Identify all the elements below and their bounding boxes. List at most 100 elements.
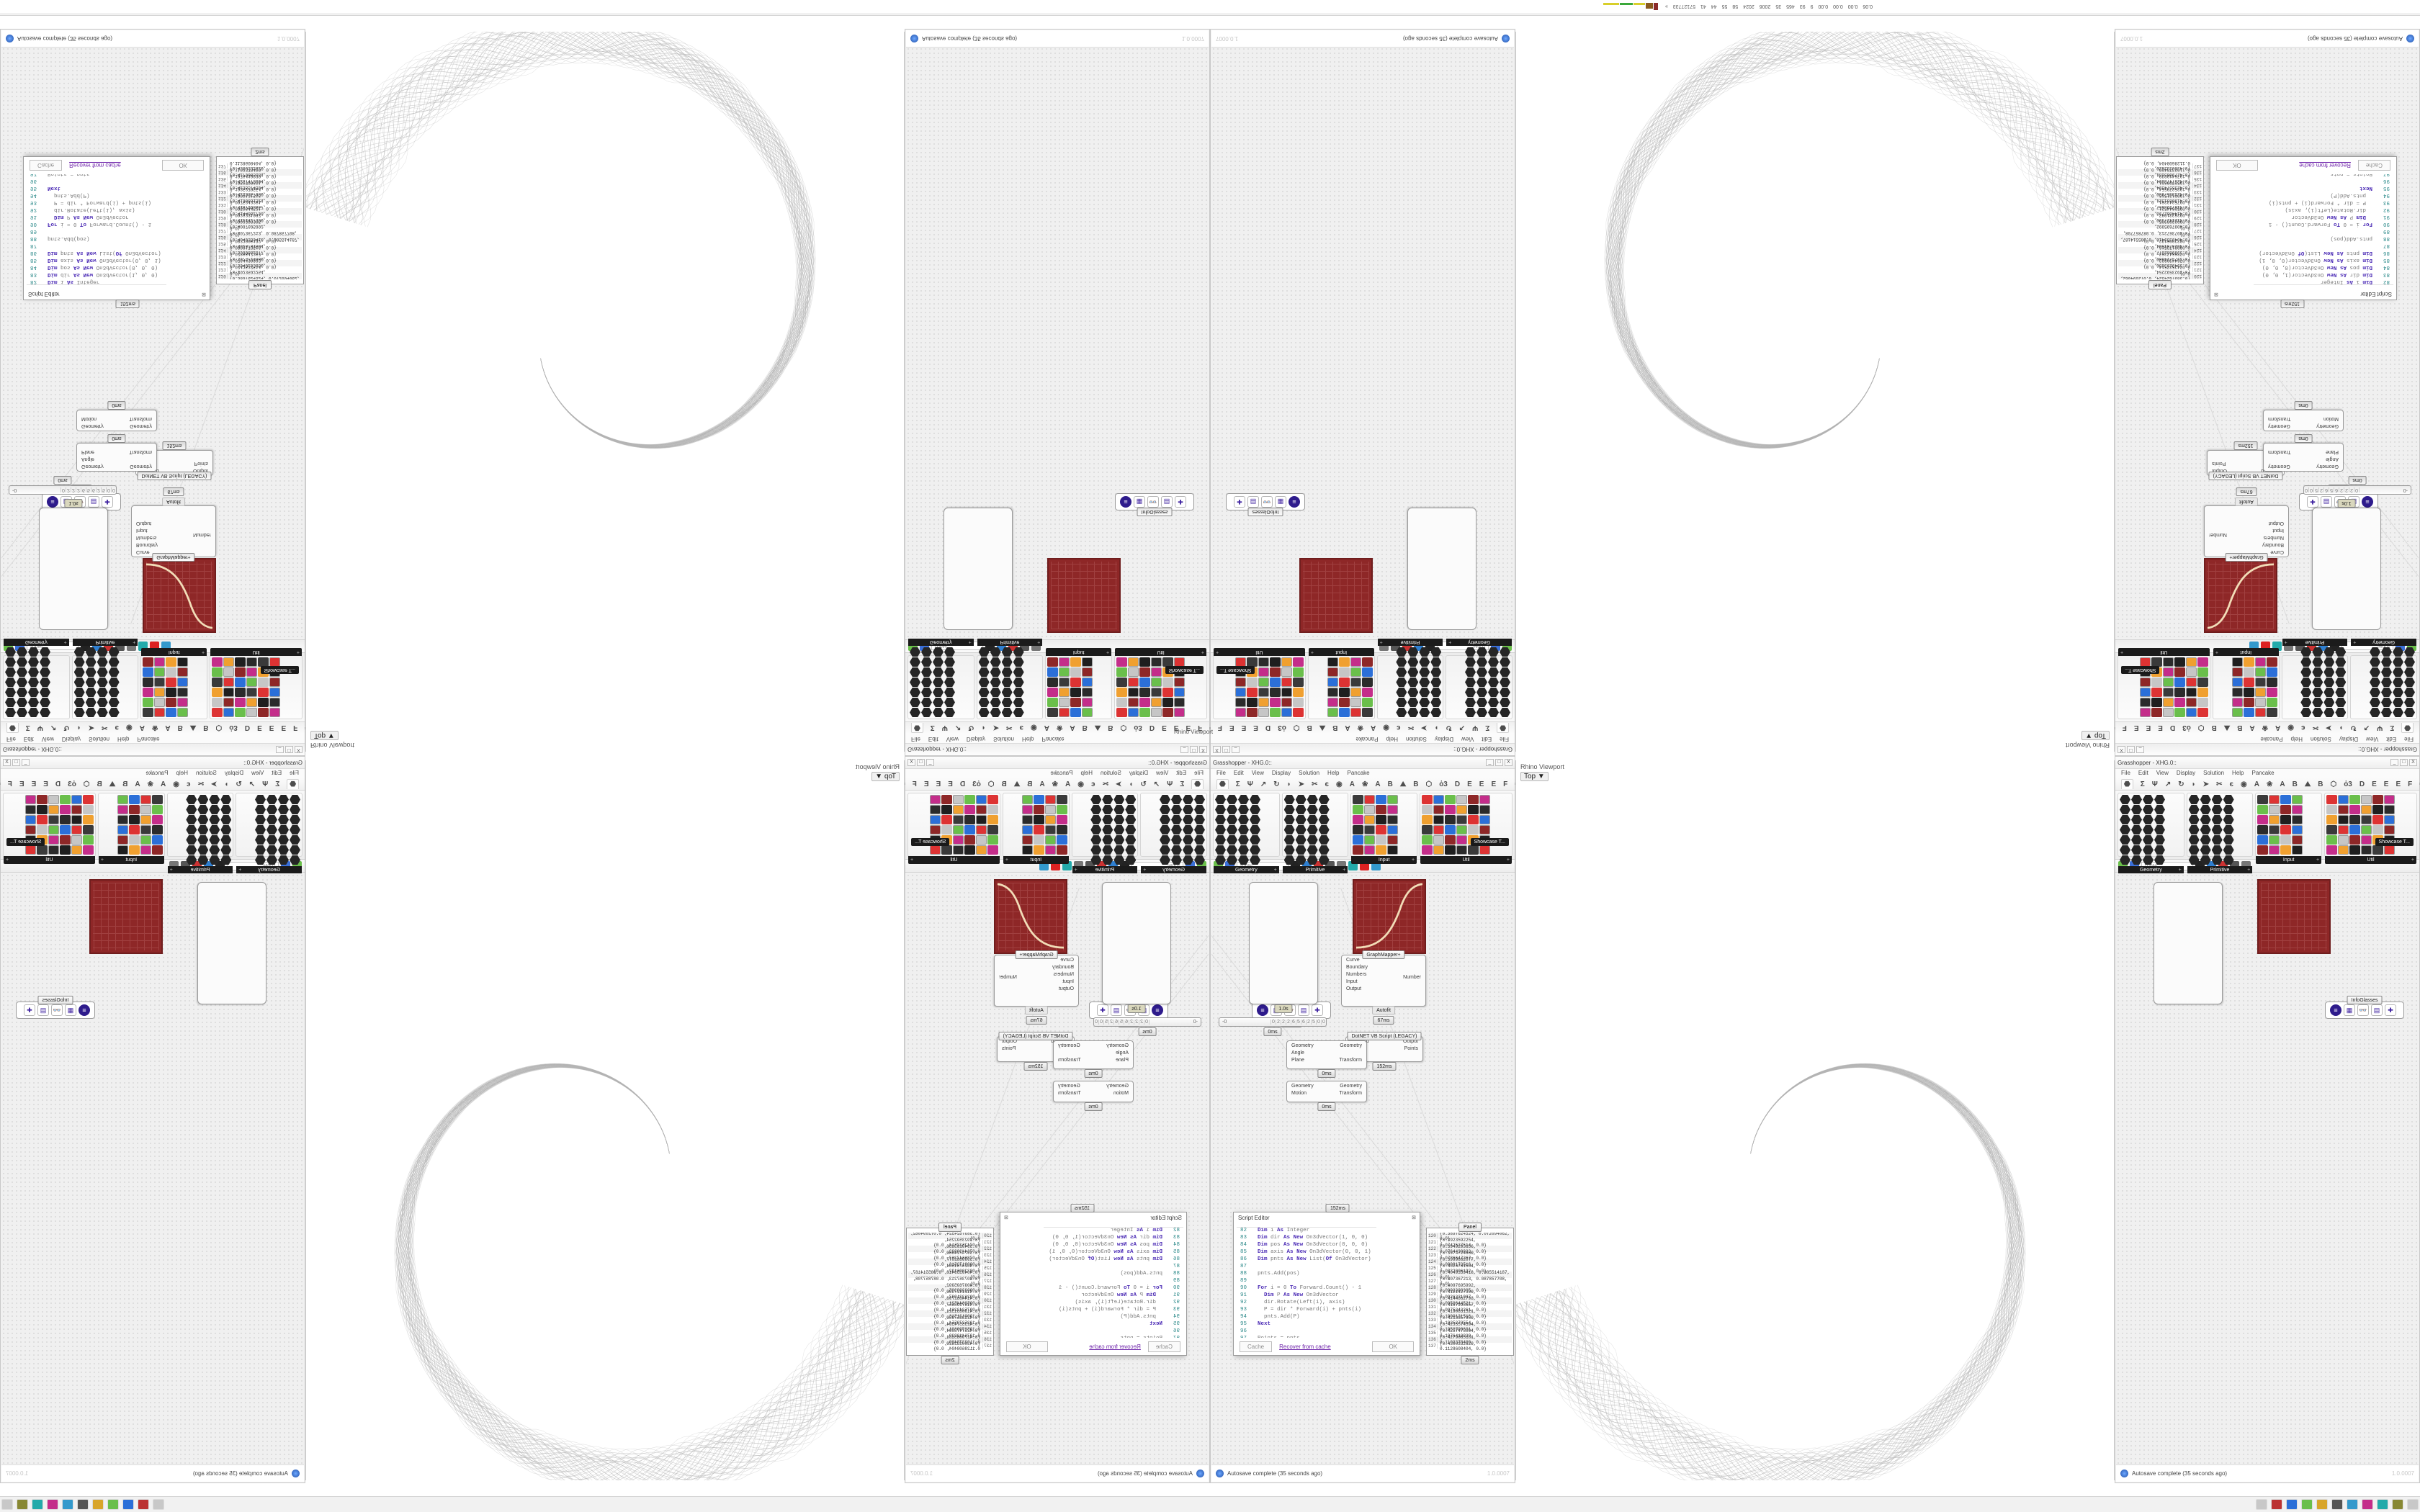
ribbon-tab-16[interactable]: ⬡ [83, 780, 90, 788]
component-icon-util-1-0[interactable] [223, 708, 235, 717]
ribbon-tab-7[interactable]: ✂ [197, 780, 204, 788]
component-icon-geometry-2-2[interactable] [2143, 815, 2154, 824]
component-icon-primitive-0-4[interactable] [220, 835, 231, 845]
component-icon-util-2-3[interactable] [1269, 678, 1281, 687]
component-icon-input-3-1[interactable] [1082, 698, 1093, 707]
component-icon-geometry-2-3[interactable] [266, 825, 277, 834]
component-icon-geometry-3-1[interactable] [2154, 805, 2165, 814]
component-icon-primitive-3-3[interactable] [1318, 825, 1330, 834]
params-icon-r[interactable]: ≡ [2330, 1004, 2341, 1016]
component-icon-util-3-4[interactable] [2162, 667, 2174, 677]
ribbon-tab-5[interactable]: ◗ [1129, 780, 1134, 788]
component-icon-util-2-5[interactable] [235, 657, 246, 667]
component-icon-primitive-1-0[interactable] [1295, 795, 1307, 804]
ribbon-tab-1[interactable]: Σ [1180, 780, 1185, 788]
input-plane[interactable]: Plane [1116, 1058, 1129, 1063]
slider-digit-1[interactable]: 2 [2349, 487, 2354, 492]
component-icon-primitive-0-4[interactable] [2335, 667, 2346, 677]
component-icon-geometry-3-3[interactable] [255, 825, 266, 834]
component-icon-primitive-2-5[interactable] [97, 657, 108, 667]
slider-digit-8[interactable]: 5 [2314, 487, 2319, 492]
component-icon-util-1-2[interactable] [1433, 815, 1445, 824]
component-icon-geometry-0-6[interactable] [910, 647, 920, 657]
component-icon-input-3-5[interactable] [1021, 845, 1033, 855]
grid-icon-r[interactable]: ▦ [2344, 1004, 2355, 1016]
ribbon-tab-4[interactable]: ↻ [1446, 724, 1452, 732]
component-icon-primitive-0-1[interactable] [74, 698, 85, 707]
grid-icon-r[interactable]: ▦ [65, 1004, 76, 1016]
component-icon-primitive-1-4[interactable] [86, 667, 97, 677]
component-icon-geometry-3-0[interactable] [2154, 795, 2165, 804]
ribbon-panel-input[interactable]: Input [2255, 793, 2323, 864]
component-icon-util-0-5[interactable] [1116, 657, 1128, 667]
component-icon-geometry-1-1[interactable] [1227, 805, 1237, 814]
component-icon-geometry-0-2[interactable] [1194, 815, 1205, 824]
component-icon-util-2-4[interactable] [2174, 667, 2185, 677]
taskbar-item-1[interactable] [2270, 1499, 2282, 1510]
glasses-icon-r[interactable]: 👓 [2357, 1004, 2369, 1016]
ribbon-tab-11[interactable]: ❀ [2262, 724, 2269, 732]
ribbon-tab-8[interactable]: є [2229, 780, 2233, 788]
component-icon-geometry-1-1[interactable] [1183, 805, 1193, 814]
component-icon-input-0-5[interactable] [143, 657, 154, 667]
component-icon-geometry-0-1[interactable] [2120, 805, 2130, 814]
component-icon-geometry-0-3[interactable] [1500, 678, 1510, 687]
component-icon-util-3-0[interactable] [2162, 708, 2174, 717]
line-text[interactable]: Dim i As Integer [1258, 1228, 1310, 1233]
component-icon-util-3-4[interactable] [1456, 835, 1468, 845]
component-icon-util-0-5[interactable] [1422, 845, 1433, 855]
minimize-button-right[interactable]: _ [22, 759, 30, 766]
component-icon-primitive-0-4[interactable] [74, 667, 85, 677]
vb-script-outputs[interactable]: Output Points [1002, 1039, 1017, 1051]
component-icon-geometry-2-2[interactable] [1476, 688, 1487, 697]
taskbar-item-5[interactable] [2331, 1499, 2343, 1510]
input-geometry[interactable]: Geometry [81, 464, 104, 469]
gh-canvas-right[interactable]: InfoGlasses ≡ ▦ 👓 ▤ ✚ [1211, 48, 1514, 639]
component-icon-input-2-3[interactable] [2280, 825, 2292, 834]
ribbon-panel-primitive[interactable]: Primitive [166, 793, 234, 874]
component-icon-input-1-5[interactable] [154, 657, 166, 667]
ribbon-tab-9[interactable]: ◉ [1383, 724, 1390, 732]
grasshopper-window-left[interactable]: Grasshopper - XHG.0:: _ □ X File Edit Vi… [0, 29, 363, 756]
component-icon-primitive-1-5[interactable] [1419, 657, 1430, 667]
panel-rows[interactable]: 120 {0.3897624524, 0.072094062, 0.0} 121 {0… [218, 158, 302, 279]
component-icon-util-4-1[interactable] [2372, 805, 2384, 814]
slider-digit-10[interactable]: 0 [1094, 1020, 1099, 1025]
ribbon-panels-right[interactable]: GeometryPrimitiveInputUtilShowcase T... [1, 791, 305, 874]
menu-edit[interactable]: Edit [23, 736, 34, 742]
component-icon-primitive-0-6[interactable] [74, 647, 85, 657]
component-icon-util-0-0[interactable] [212, 708, 223, 717]
component-icon-util-0-3[interactable] [1422, 825, 1433, 834]
component-icon-primitive-3-3[interactable] [109, 678, 120, 687]
component-icon-geometry-0-6[interactable] [1194, 855, 1205, 865]
component-icon-geometry-1-4[interactable] [17, 667, 27, 677]
output-geometry[interactable]: Geometry [130, 464, 152, 469]
input-geometry-2[interactable]: Geometry [1291, 1084, 1314, 1089]
component-icon-primitive-3-3[interactable] [186, 825, 197, 834]
ribbon-panel-geometry[interactable]: Geometry [3, 638, 70, 719]
component-icon-util-1-3[interactable] [71, 825, 82, 834]
ribbon-panel-input[interactable]: Input [2212, 648, 2280, 719]
slider-digit-10[interactable]: 0 [1321, 1020, 1326, 1025]
titlebar-right[interactable]: Grasshopper - XHG.0:: _ □ X [1211, 743, 1515, 755]
component-icon-primitive-1-4[interactable] [1113, 835, 1124, 845]
component-icon-geometry-2-6[interactable] [1171, 855, 1182, 865]
ok-button[interactable]: OK [1372, 1341, 1414, 1352]
graph-mapper-component-right[interactable] [89, 879, 163, 954]
component-icon-primitive-2-1[interactable] [2312, 698, 2323, 707]
component-icon-input-2-1[interactable] [1033, 805, 1044, 814]
ribbon-tab-14[interactable]: ⛰ [1013, 780, 1021, 788]
component-icon-geometry-3-6[interactable] [1465, 647, 1476, 657]
component-icon-primitive-3-3[interactable] [1396, 678, 1407, 687]
ribbon-panel-geometry[interactable]: Geometry [2118, 793, 2184, 874]
component-icon-util-2-0[interactable] [2349, 795, 2361, 804]
component-icon-util-3-3[interactable] [1151, 678, 1162, 687]
component-icon-primitive-1-4[interactable] [1295, 835, 1307, 845]
ribbon-panel-input[interactable]: Input [1350, 793, 1418, 864]
ribbon-tab-13[interactable]: B [177, 724, 183, 732]
input-output[interactable]: Output [1346, 986, 1362, 991]
menu-solution-r[interactable]: Solution [2203, 770, 2225, 776]
rotate-outputs[interactable]: Geometry Transform [129, 449, 152, 469]
component-icon-primitive-2-6[interactable] [197, 855, 208, 865]
